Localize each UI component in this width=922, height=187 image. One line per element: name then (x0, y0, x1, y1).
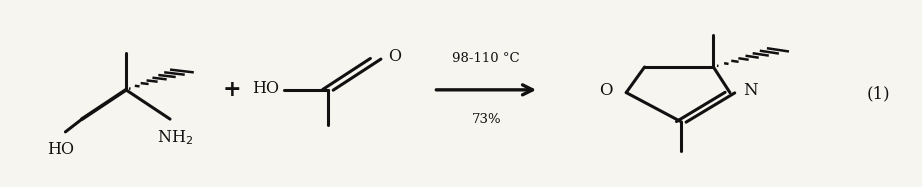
Text: +: + (222, 79, 241, 101)
Text: (1): (1) (867, 85, 891, 102)
Text: HO: HO (47, 141, 75, 158)
Text: NH$_2$: NH$_2$ (157, 128, 193, 147)
Text: 73%: 73% (471, 113, 501, 126)
Text: O: O (599, 82, 613, 99)
Text: 98-110 °C: 98-110 °C (453, 52, 520, 65)
Text: N: N (743, 82, 758, 99)
Text: O: O (388, 47, 401, 65)
Text: HO: HO (253, 79, 279, 96)
